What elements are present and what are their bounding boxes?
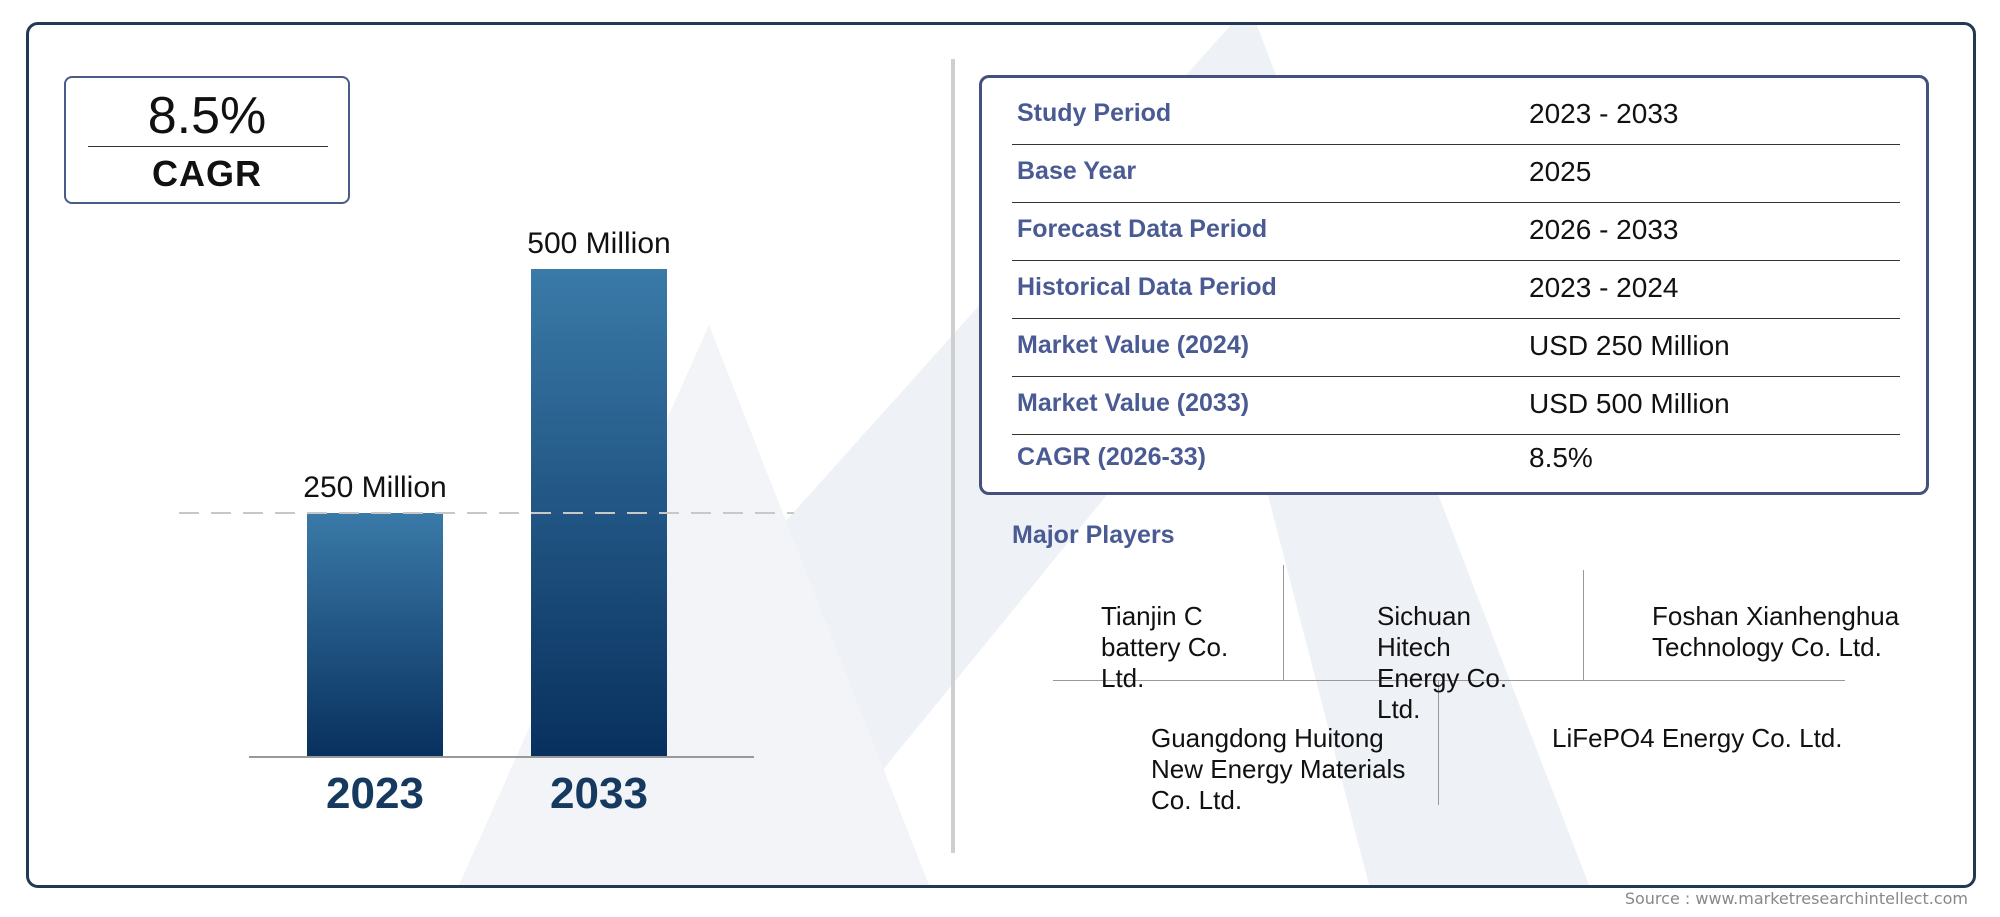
- x-tick-label: 2033: [550, 769, 648, 818]
- cagr-divider: [88, 146, 328, 147]
- market-info-table: Study Period 2023 - 2033 Base Year 2025 Fore…: [979, 75, 1929, 495]
- source-credit: Source : www.marketresearchintellect.com: [1624, 889, 1968, 908]
- table-row-value: USD 250 Million: [1529, 330, 1730, 361]
- table-row-value: USD 500 Million: [1529, 388, 1730, 419]
- table-row-value: 2026 - 2033: [1529, 214, 1679, 245]
- table-row-value: 2023 - 2033: [1529, 98, 1679, 129]
- bar-2023: [307, 513, 443, 757]
- player-tianjin: Tianjin C battery Co. Ltd.: [1101, 601, 1229, 693]
- bar-data-label: 250 Million: [303, 471, 446, 504]
- table-row-label: Market Value (2024): [1017, 331, 1250, 359]
- player-lifepo4: LiFePO4 Energy Co. Ltd.: [1552, 723, 1843, 753]
- cagr-label: CAGR: [152, 153, 262, 194]
- bar-data-label: 500 Million: [527, 227, 670, 260]
- table-row: Historical Data Period 2023 - 2024: [1012, 260, 1900, 319]
- table-row-label: Base Year: [1017, 157, 1137, 185]
- players-divider-2: [1583, 570, 1584, 680]
- table-row-label: Historical Data Period: [1017, 273, 1277, 301]
- table-row-label: Study Period: [1017, 99, 1172, 127]
- infographic-frame: 8.5% CAGR 250 Million 2023 500 Million 2033…: [26, 22, 1976, 888]
- major-players-title: Major Players: [1012, 521, 1175, 549]
- table-row: CAGR (2026-33) 8.5%: [1012, 430, 1900, 488]
- table-row-value: 2025: [1529, 156, 1592, 187]
- players-divider-3: [1438, 680, 1439, 805]
- x-tick-label: 2023: [326, 769, 424, 818]
- bar-chart: 250 Million 2023 500 Million 2033: [179, 227, 794, 818]
- table-row-value: 2023 - 2024: [1529, 272, 1679, 303]
- cagr-box: 8.5% CAGR: [64, 76, 350, 204]
- player-foshan: Foshan Xianhenghua Technology Co. Ltd.: [1652, 601, 1900, 662]
- players-divider-1: [1283, 565, 1284, 680]
- table-row: Market Value (2033) USD 500 Million: [1012, 376, 1900, 435]
- table-row: Study Period 2023 - 2033: [1012, 86, 1900, 145]
- player-guangdong: Guangdong Huitong New Energy Materials C…: [1151, 723, 1406, 815]
- table-row-label: CAGR (2026-33): [1017, 443, 1206, 471]
- table-row-label: Forecast Data Period: [1017, 215, 1268, 243]
- vertical-divider: [951, 59, 955, 853]
- players-horizontal-line: [1053, 680, 1845, 681]
- table-row: Base Year 2025: [1012, 144, 1900, 203]
- table-row-value: 8.5%: [1529, 442, 1593, 473]
- table-row: Forecast Data Period 2026 - 2033: [1012, 202, 1900, 261]
- table-row: Market Value (2024) USD 250 Million: [1012, 318, 1900, 377]
- table-row-label: Market Value (2033): [1017, 389, 1250, 417]
- player-sichuan: Sichuan Hitech Energy Co. Ltd.: [1377, 601, 1508, 724]
- cagr-value: 8.5%: [147, 87, 267, 145]
